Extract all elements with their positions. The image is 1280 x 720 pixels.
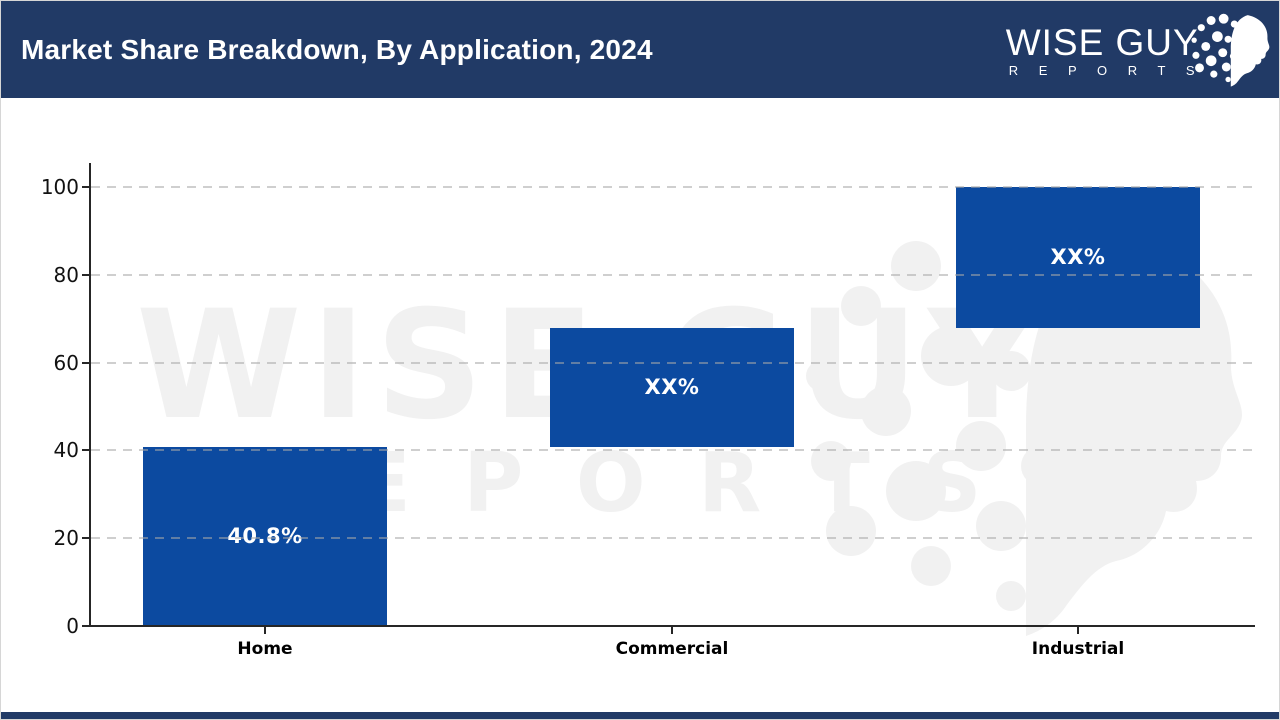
logo-subtitle: R E P O R T S <box>1008 62 1203 78</box>
gridline-80 <box>91 273 1254 276</box>
bar-value-label: 40.8% <box>227 524 303 549</box>
y-axis-tick <box>82 537 90 540</box>
footer-strip <box>1 712 1279 719</box>
bar-value-label: XX% <box>644 375 700 400</box>
x-axis-tick <box>1077 627 1079 634</box>
x-tick-label-industrial: Industrial <box>1031 639 1125 659</box>
y-axis-tick <box>82 361 90 364</box>
y-axis-tick <box>82 186 90 188</box>
y-axis-tick <box>82 625 90 627</box>
page-title: Market Share Breakdown, By Application, … <box>21 33 653 65</box>
y-tick-label-100: 100 <box>40 175 79 199</box>
header: Market Share Breakdown, By Application, … <box>1 1 1279 98</box>
y-tick-label-40: 40 <box>53 438 79 463</box>
x-tick-label-home: Home <box>237 639 293 659</box>
y-axis-tick <box>82 273 90 276</box>
y-tick-label-60: 60 <box>53 350 79 375</box>
gridline-20 <box>91 537 1254 540</box>
wiseguy-logo: WISE GUY R E P O R T S <box>1006 7 1271 93</box>
wiseguy-face-icon <box>1191 13 1270 87</box>
x-axis-tick <box>264 627 266 634</box>
y-tick-label-20: 20 <box>53 526 79 551</box>
bar-commercial: XX% <box>550 327 794 447</box>
bar-home: 40.8% <box>143 446 387 626</box>
y-axis-tick <box>82 449 90 452</box>
gridline-100 <box>91 186 1254 188</box>
y-tick-label-80: 80 <box>53 262 79 287</box>
bar-industrial: XX% <box>956 187 1200 328</box>
gridline-60 <box>91 361 1254 364</box>
x-axis-tick <box>671 627 673 634</box>
y-tick-label-0: 0 <box>66 614 79 638</box>
bar-value-label: XX% <box>1050 245 1106 270</box>
gridline-40 <box>91 449 1254 452</box>
x-tick-label-commercial: Commercial <box>615 639 729 659</box>
x-axis-spine <box>89 625 1255 627</box>
logo-wordmark: WISE GUY <box>1005 21 1199 63</box>
y-axis-spine <box>89 163 91 627</box>
